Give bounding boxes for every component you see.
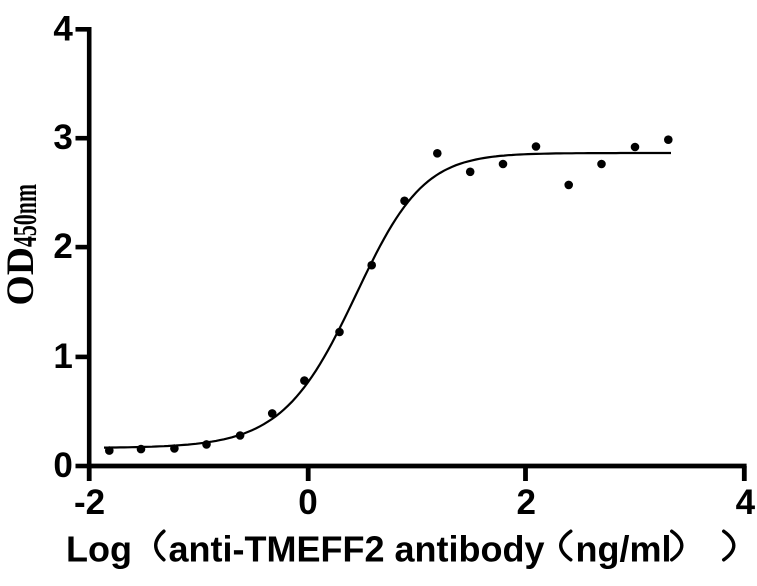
svg-text:OD450nm: OD450nm [0,184,44,306]
svg-text:0: 0 [53,446,72,485]
svg-text:4: 4 [53,9,73,48]
svg-text:2: 2 [516,483,535,522]
svg-text:3: 3 [53,118,72,157]
svg-text:1: 1 [53,337,72,376]
svg-text:-2: -2 [74,483,105,522]
svg-text:0: 0 [298,483,317,522]
svg-text:4: 4 [736,483,756,522]
svg-text:2: 2 [53,227,72,266]
